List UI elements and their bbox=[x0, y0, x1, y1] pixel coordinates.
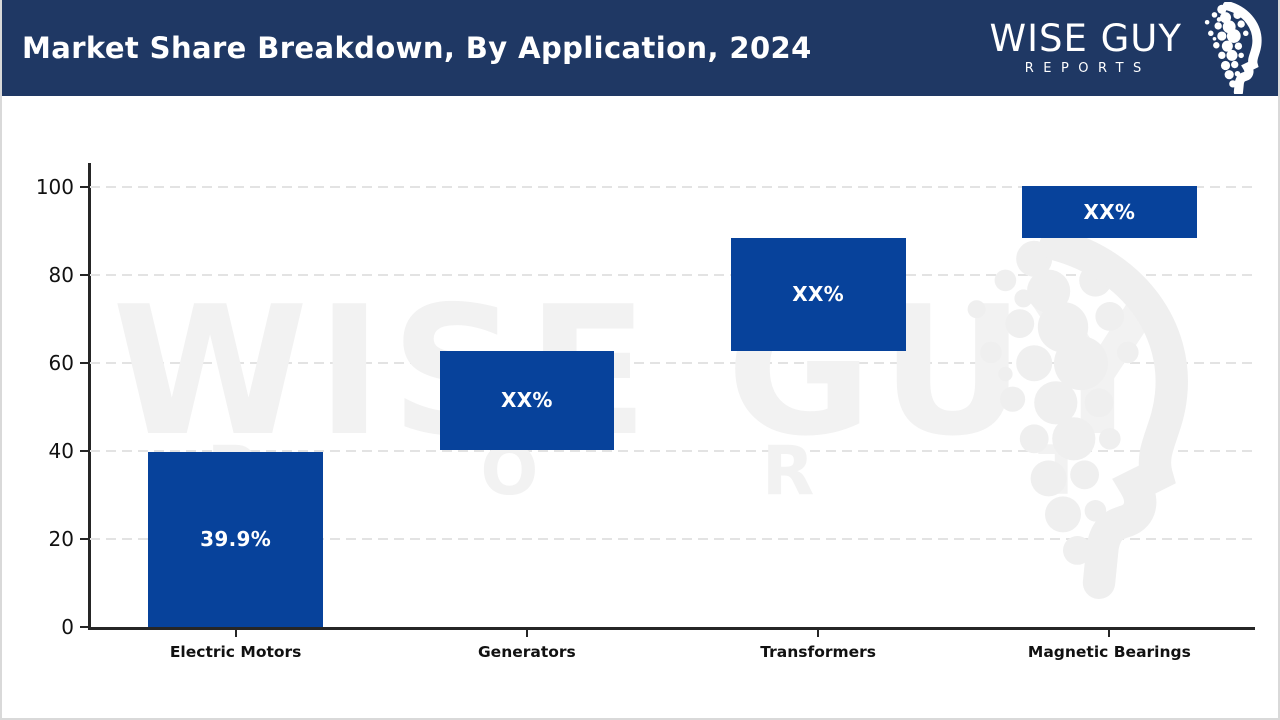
y-axis-tick-label: 0 bbox=[61, 615, 74, 639]
gridline bbox=[90, 538, 1255, 541]
bar-generators: XX% bbox=[439, 350, 615, 451]
y-axis-tick-label: 100 bbox=[35, 175, 74, 200]
x-axis-line bbox=[88, 627, 1255, 630]
x-axis-category-label: Generators bbox=[477, 643, 576, 661]
gridline bbox=[90, 274, 1255, 277]
x-axis-tick bbox=[525, 629, 528, 637]
bar-value-label: XX% bbox=[1083, 199, 1136, 224]
page-title: Market Share Breakdown, By Application, … bbox=[22, 31, 812, 65]
y-axis-tick bbox=[80, 450, 88, 453]
y-axis-tick-label: 40 bbox=[48, 439, 74, 464]
brand-name: WISE GUY bbox=[989, 17, 1182, 60]
brand-subtitle: REPORTS bbox=[1024, 61, 1151, 76]
x-axis-tick bbox=[817, 629, 820, 637]
gridline bbox=[90, 450, 1255, 453]
x-axis-category-label: Transformers bbox=[760, 643, 877, 661]
x-axis-category-label: Magnetic Bearings bbox=[1027, 643, 1191, 661]
bar-value-label: 39.9% bbox=[200, 527, 272, 552]
y-axis-line bbox=[88, 163, 91, 629]
x-axis-tick bbox=[1108, 629, 1111, 637]
x-axis-category-label: Electric Motors bbox=[169, 643, 302, 661]
y-axis-tick bbox=[80, 186, 88, 189]
y-axis-tick bbox=[80, 274, 88, 277]
gridline bbox=[90, 362, 1255, 365]
y-axis-tick-label: 60 bbox=[48, 351, 74, 376]
plot-area: 0 20 40 60 80 100 39.9% Electric Motors XX% Gener… bbox=[36, 163, 1255, 661]
header-bar: Market Share Breakdown, By Application, … bbox=[2, 0, 1278, 96]
y-axis-tick bbox=[80, 538, 88, 541]
head-profile-dots-icon bbox=[1204, 2, 1262, 94]
y-axis-tick bbox=[80, 626, 88, 628]
bar-value-label: XX% bbox=[500, 388, 553, 413]
y-axis-tick-label: 20 bbox=[48, 527, 74, 552]
y-axis-tick-label: 80 bbox=[48, 263, 74, 288]
bar-transformers: XX% bbox=[730, 237, 906, 351]
bar-value-label: XX% bbox=[792, 282, 845, 307]
bar-magnetic-bearings: XX% bbox=[1022, 185, 1197, 238]
bar-electric-motors: 39.9% bbox=[148, 451, 323, 627]
gridline bbox=[90, 186, 1255, 189]
x-axis-tick bbox=[234, 629, 237, 637]
brand-logo: WISE GUY REPORTS bbox=[990, 2, 1272, 94]
brand-logo-text: WISE GUY REPORTS bbox=[990, 20, 1182, 76]
y-axis-tick bbox=[80, 362, 88, 365]
